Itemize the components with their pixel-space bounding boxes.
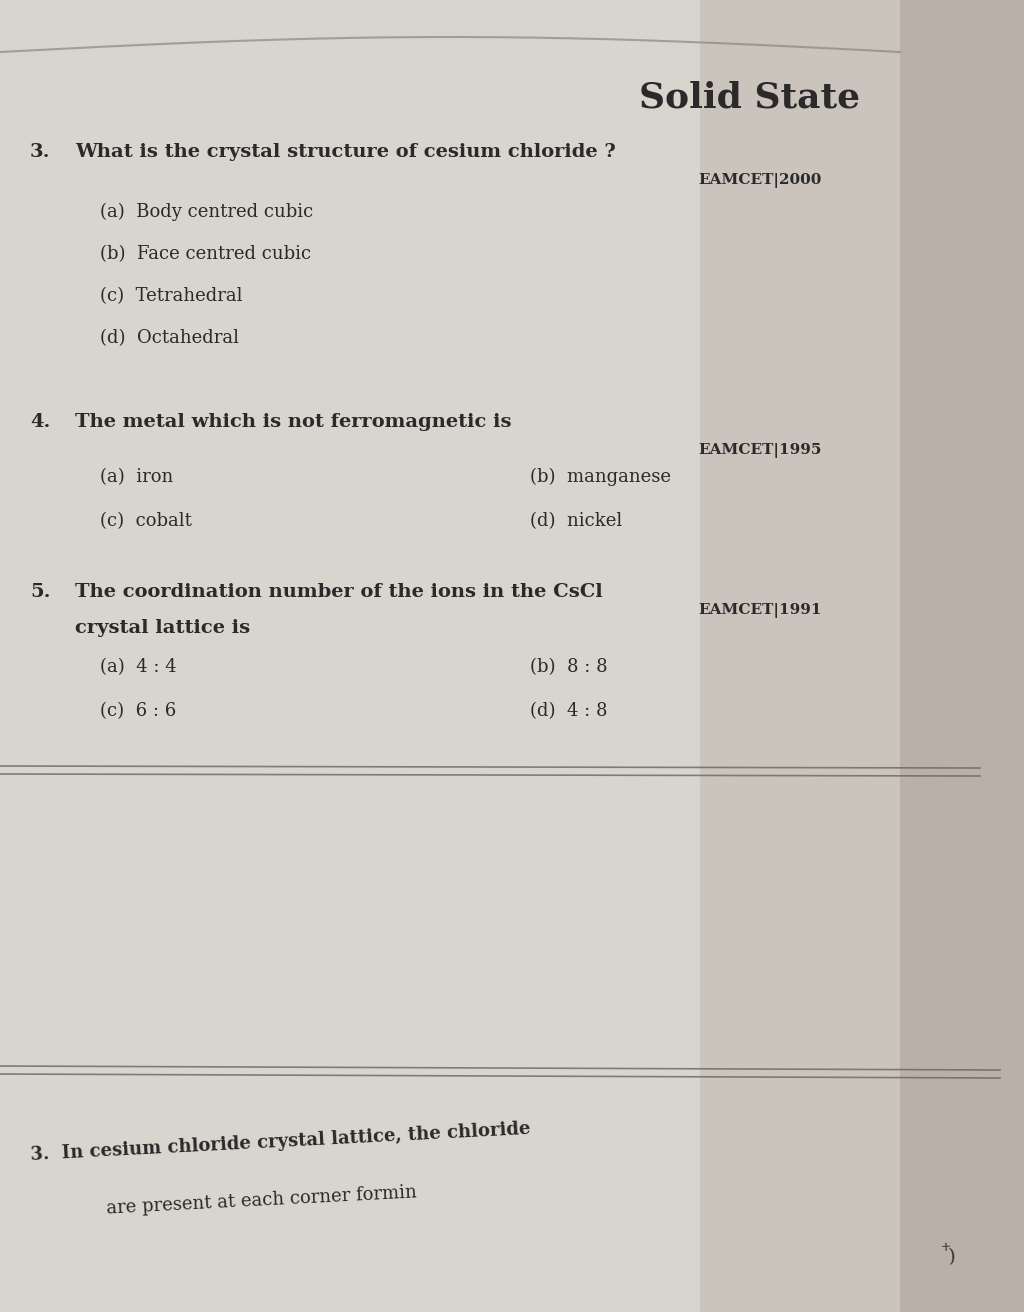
Text: EAMCET|2000: EAMCET|2000 <box>698 172 821 188</box>
Text: 5.: 5. <box>30 583 50 601</box>
Text: 4.: 4. <box>30 413 50 432</box>
Text: EAMCET|1991: EAMCET|1991 <box>698 602 821 618</box>
Text: 3.: 3. <box>30 143 50 161</box>
Text: (a)  4 : 4: (a) 4 : 4 <box>100 659 176 676</box>
Text: (a)  Body centred cubic: (a) Body centred cubic <box>100 203 313 222</box>
Text: (c)  Tetrahedral: (c) Tetrahedral <box>100 287 243 304</box>
Text: (c)  cobalt: (c) cobalt <box>100 512 191 530</box>
Text: (d)  nickel: (d) nickel <box>530 512 623 530</box>
Text: (b)  Face centred cubic: (b) Face centred cubic <box>100 245 311 262</box>
Text: The metal which is not ferromagnetic is: The metal which is not ferromagnetic is <box>75 413 512 432</box>
Text: (c)  6 : 6: (c) 6 : 6 <box>100 702 176 720</box>
Text: (d)  Octahedral: (d) Octahedral <box>100 329 239 346</box>
Text: crystal lattice is: crystal lattice is <box>75 619 250 638</box>
Text: (a)  iron: (a) iron <box>100 468 173 485</box>
Text: (b)  manganese: (b) manganese <box>530 468 671 487</box>
Bar <box>700 0 1024 1312</box>
Text: (d)  4 : 8: (d) 4 : 8 <box>530 702 607 720</box>
Text: are present at each corner formin: are present at each corner formin <box>60 1183 417 1220</box>
Text: Solid State: Solid State <box>639 80 860 114</box>
Text: +: + <box>940 1240 951 1254</box>
Text: EAMCET|1995: EAMCET|1995 <box>698 442 821 458</box>
Text: What is the crystal structure of cesium chloride ?: What is the crystal structure of cesium … <box>75 143 615 161</box>
Bar <box>900 0 1024 1312</box>
Text: tion (Cs: tion (Cs <box>730 1237 1024 1277</box>
Text: The coordination number of the ions in the CsCl: The coordination number of the ions in t… <box>75 583 603 601</box>
Text: ): ) <box>948 1248 956 1266</box>
Text: (b)  8 : 8: (b) 8 : 8 <box>530 659 607 676</box>
Text: 3.  In cesium chloride crystal lattice, the chloride: 3. In cesium chloride crystal lattice, t… <box>30 1120 530 1164</box>
